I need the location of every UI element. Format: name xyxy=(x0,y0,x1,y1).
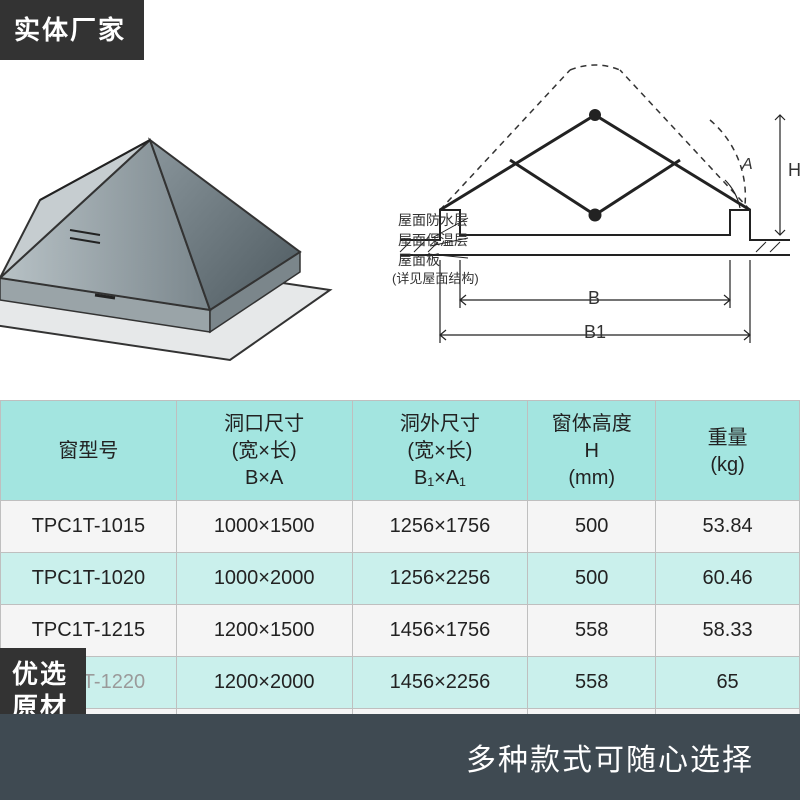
cell-outer: 1456×2256 xyxy=(352,657,528,709)
col-model: 窗型号 xyxy=(1,401,177,501)
badge-mid-left-text: 优选 原材 xyxy=(12,659,68,722)
cell-weight: 65 xyxy=(656,657,800,709)
diagram-isometric xyxy=(0,60,360,380)
table-row: TPC1T-10201000×20001256×225650060.46 xyxy=(1,553,800,605)
page-root: 实体厂家 xyxy=(0,0,800,800)
spec-table: 窗型号洞口尺寸(宽×长)B×A洞外尺寸(宽×长)B₁×A₁窗体高度H(mm)重量… xyxy=(0,400,800,761)
content-area: 实体厂家 xyxy=(0,0,800,800)
col-outer: 洞外尺寸(宽×长)B₁×A₁ xyxy=(352,401,528,501)
cell-model: TPC1T-1015 xyxy=(1,501,177,553)
cell-height: 500 xyxy=(528,553,656,605)
badge-top-left-text: 实体厂家 xyxy=(14,15,126,45)
spec-table-wrap: 窗型号洞口尺寸(宽×长)B×A洞外尺寸(宽×长)B₁×A₁窗体高度H(mm)重量… xyxy=(0,400,800,761)
cell-weight: 60.46 xyxy=(656,553,800,605)
cell-opening: 1000×1500 xyxy=(176,501,352,553)
table-row: TPC1T-12201200×20001456×225655865 xyxy=(1,657,800,709)
col-weight: 重量(kg) xyxy=(656,401,800,501)
spec-table-header-row: 窗型号洞口尺寸(宽×长)B×A洞外尺寸(宽×长)B₁×A₁窗体高度H(mm)重量… xyxy=(1,401,800,501)
diagram-label-layer1: 屋面防水层 xyxy=(398,210,468,230)
diagram-dim-b1: B1 xyxy=(584,322,606,343)
table-row: TPC1T-12151200×15001456×175655858.33 xyxy=(1,605,800,657)
diagram-label-layer3: 屋面板 xyxy=(398,250,440,270)
cell-outer: 1456×1756 xyxy=(352,605,528,657)
cell-height: 558 xyxy=(528,605,656,657)
cell-outer: 1256×2256 xyxy=(352,553,528,605)
diagram-dim-b: B xyxy=(588,288,600,309)
col-height: 窗体高度H(mm) xyxy=(528,401,656,501)
cell-model: TPC1T-1020 xyxy=(1,553,177,605)
table-row: TPC1T-10151000×15001256×175650053.84 xyxy=(1,501,800,553)
cell-weight: 58.33 xyxy=(656,605,800,657)
cell-opening: 1200×1500 xyxy=(176,605,352,657)
cell-weight: 53.84 xyxy=(656,501,800,553)
cell-height: 558 xyxy=(528,657,656,709)
cell-opening: 1000×2000 xyxy=(176,553,352,605)
badge-top-left: 实体厂家 xyxy=(0,0,144,61)
footer-bar: 多种款式可随心选择 xyxy=(0,714,800,800)
diagram-label-layer2: 屋面保温层 xyxy=(398,230,468,250)
diagram-label-layer-note: (详见屋面结构) xyxy=(392,268,479,287)
diagram-dim-h: H xyxy=(788,160,800,181)
col-opening: 洞口尺寸(宽×长)B×A xyxy=(176,401,352,501)
cell-outer: 1256×1756 xyxy=(352,501,528,553)
diagram-angle-a: A xyxy=(742,156,753,174)
footer-text: 多种款式可随心选择 xyxy=(466,735,754,779)
spec-table-head: 窗型号洞口尺寸(宽×长)B×A洞外尺寸(宽×长)B₁×A₁窗体高度H(mm)重量… xyxy=(1,401,800,501)
cell-opening: 1200×2000 xyxy=(176,657,352,709)
diagram-area: 屋面防水层 屋面保温层 屋面板 (详见屋面结构) B B1 H A xyxy=(0,60,800,400)
cell-height: 500 xyxy=(528,501,656,553)
